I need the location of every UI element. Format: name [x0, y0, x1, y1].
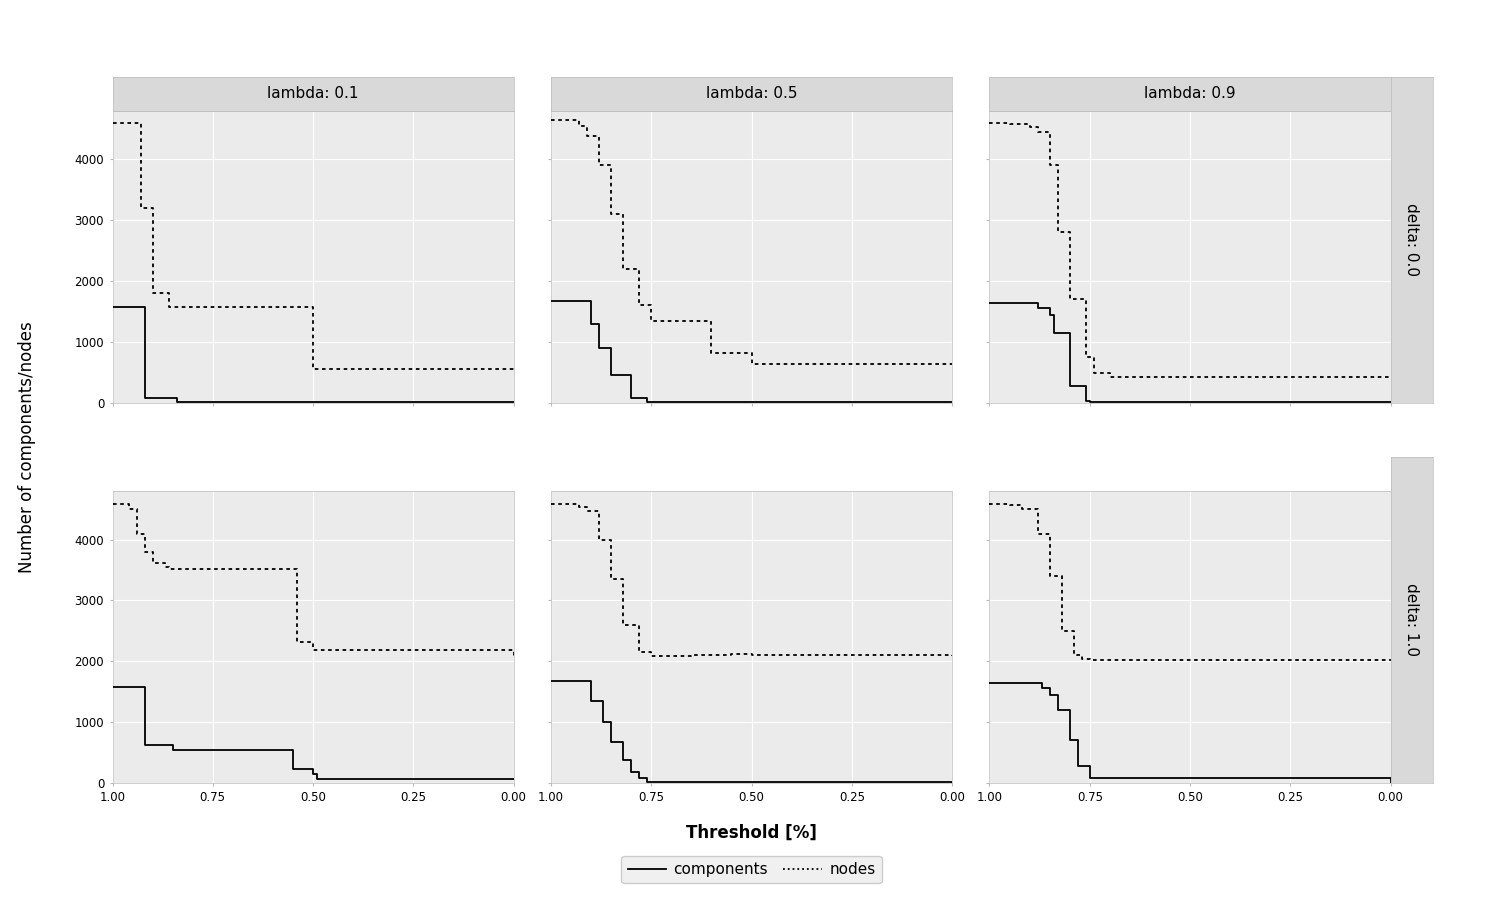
Text: delta: 0.0: delta: 0.0	[1404, 203, 1419, 276]
Text: Threshold [%]: Threshold [%]	[686, 824, 818, 842]
Text: Number of components/nodes: Number of components/nodes	[18, 321, 36, 572]
Text: lambda: 0.9: lambda: 0.9	[1144, 86, 1236, 101]
Text: delta: 1.0: delta: 1.0	[1404, 583, 1419, 656]
Text: lambda: 0.1: lambda: 0.1	[267, 86, 358, 101]
Legend: components, nodes: components, nodes	[621, 856, 882, 884]
Text: lambda: 0.5: lambda: 0.5	[705, 86, 798, 101]
